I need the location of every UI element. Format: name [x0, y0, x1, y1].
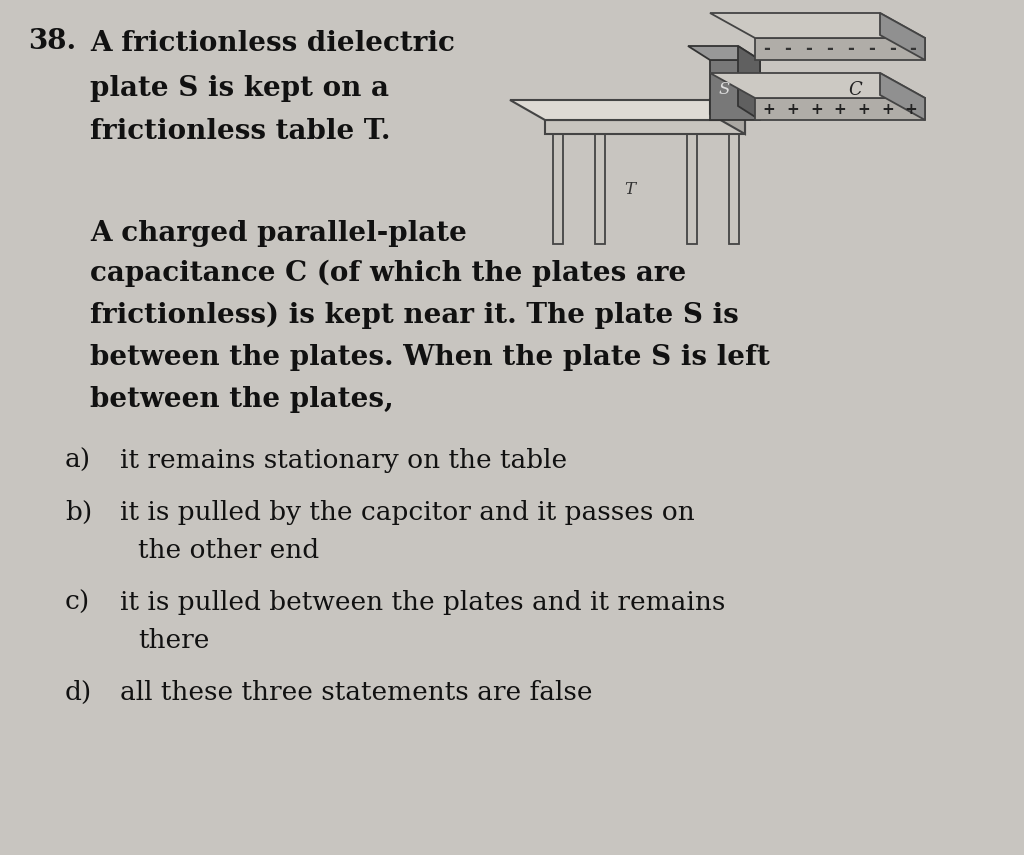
Text: all these three statements are false: all these three statements are false: [120, 680, 593, 705]
Polygon shape: [510, 100, 745, 120]
Text: +: +: [834, 102, 847, 116]
Text: the other end: the other end: [138, 538, 319, 563]
Text: it is pulled by the capcitor and it passes on: it is pulled by the capcitor and it pass…: [120, 500, 694, 525]
Text: it remains stationary on the table: it remains stationary on the table: [120, 448, 567, 473]
Text: +: +: [810, 102, 822, 116]
Text: A charged parallel-plate: A charged parallel-plate: [90, 220, 467, 247]
Polygon shape: [688, 46, 760, 60]
Text: +: +: [763, 102, 775, 116]
Polygon shape: [710, 60, 760, 120]
Text: there: there: [138, 628, 209, 653]
Text: d): d): [65, 680, 92, 705]
Text: -: -: [764, 40, 770, 58]
Polygon shape: [710, 13, 925, 38]
Polygon shape: [545, 120, 745, 134]
Text: +: +: [881, 102, 894, 116]
Text: frictionless) is kept near it. The plate S is: frictionless) is kept near it. The plate…: [90, 302, 738, 329]
Polygon shape: [710, 100, 745, 134]
Text: -: -: [847, 40, 854, 58]
Text: between the plates. When the plate S is left: between the plates. When the plate S is …: [90, 344, 770, 371]
Text: 38.: 38.: [28, 28, 76, 55]
Text: -: -: [805, 40, 812, 58]
Text: plate S is kept on a: plate S is kept on a: [90, 75, 389, 102]
Text: +: +: [904, 102, 918, 116]
Text: -: -: [784, 40, 792, 58]
Polygon shape: [880, 13, 925, 60]
Text: -: -: [826, 40, 833, 58]
Text: capacitance C (of which the plates are: capacitance C (of which the plates are: [90, 260, 686, 287]
Text: a): a): [65, 448, 91, 473]
Polygon shape: [553, 134, 563, 244]
Text: S: S: [718, 81, 730, 98]
Polygon shape: [880, 73, 925, 120]
Text: -: -: [909, 40, 916, 58]
Text: it is pulled between the plates and it remains: it is pulled between the plates and it r…: [120, 590, 725, 615]
Text: b): b): [65, 500, 92, 525]
Text: A frictionless dielectric: A frictionless dielectric: [90, 30, 455, 57]
Text: -: -: [868, 40, 874, 58]
Polygon shape: [755, 98, 925, 120]
Text: +: +: [857, 102, 870, 116]
Text: -: -: [889, 40, 896, 58]
Polygon shape: [710, 73, 925, 98]
Polygon shape: [729, 134, 739, 244]
Polygon shape: [687, 134, 697, 244]
Polygon shape: [755, 38, 925, 60]
Polygon shape: [738, 46, 760, 120]
Polygon shape: [595, 134, 605, 244]
Text: frictionless table T.: frictionless table T.: [90, 118, 390, 145]
Text: +: +: [786, 102, 799, 116]
Text: C: C: [848, 81, 862, 99]
Text: T: T: [625, 180, 636, 198]
Text: c): c): [65, 590, 90, 615]
Text: between the plates,: between the plates,: [90, 386, 394, 413]
